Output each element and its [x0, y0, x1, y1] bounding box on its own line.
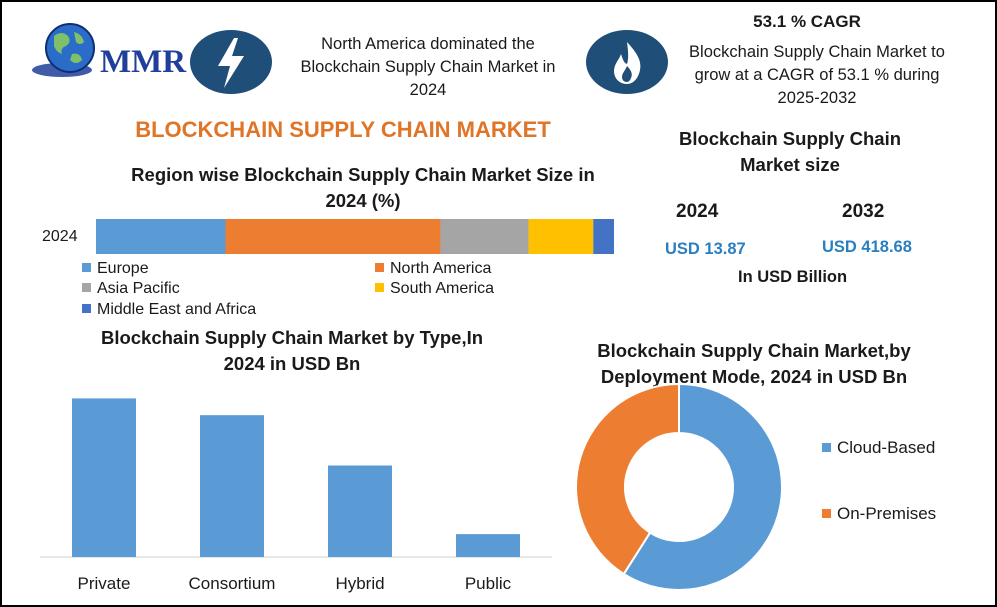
lightning-icon: [218, 38, 244, 88]
market-year-2032: 2032: [842, 201, 885, 222]
x-tick-label: Public: [465, 574, 512, 593]
region-stacked-bar: [96, 219, 614, 254]
legend-label: North America: [390, 260, 492, 277]
deployment-chart-title: Blockchain Supply Chain Market,by Deploy…: [597, 340, 911, 387]
globe-logo-icon: [32, 23, 95, 77]
region-dominance-note: North America dominated the Blockchain S…: [300, 35, 556, 99]
lightning-icon-circle: [190, 30, 272, 94]
type-chart-title: Blockchain Supply Chain Market by Type,I…: [100, 327, 484, 374]
type-bar-chart: Private Consortium Hybrid Public: [40, 398, 552, 593]
region-chart-title: Region wise Blockchain Supply Chain Mark…: [131, 164, 595, 211]
legend-mea: Middle East and Africa: [82, 301, 256, 319]
stacked-segment-south-america: [528, 219, 594, 254]
legend-swatch: [82, 263, 91, 272]
donut-slice-cloud-based: [622, 384, 783, 590]
x-tick-label: Hybrid: [335, 574, 384, 593]
stacked-segment-asia-pacific: [440, 219, 529, 254]
legend-north-america: North America: [375, 260, 491, 278]
stacked-segment-europe: [96, 219, 226, 254]
x-tick-label: Consortium: [189, 574, 276, 593]
legend-label: Asia Pacific: [97, 280, 180, 297]
legend-label: Europe: [97, 260, 149, 277]
cagr-title: 53.1 % CAGR: [753, 12, 861, 31]
x-tick-label: Private: [78, 574, 131, 593]
flame-icon-circle: [586, 30, 668, 94]
flame-icon: [614, 42, 641, 84]
stacked-segment-middle-east-and-africa: [593, 219, 614, 254]
legend-swatch: [375, 283, 384, 292]
brand-logo-text: MMR: [100, 44, 187, 80]
legend-label: Cloud-Based: [837, 438, 936, 457]
market-value-2032: USD 418.68: [822, 238, 912, 256]
bar-public: [456, 534, 520, 557]
bar-private: [72, 398, 136, 557]
cagr-note: Blockchain Supply Chain Market to grow a…: [689, 43, 945, 107]
legend-south-america: South America: [375, 280, 494, 298]
region-bar-year-label: 2024: [42, 228, 78, 245]
donut-slice-on-premises: [575, 384, 680, 576]
legend-swatch: [82, 304, 91, 313]
market-year-2024: 2024: [676, 201, 719, 222]
legend-label: Middle East and Africa: [97, 301, 257, 318]
legend-asia-pacific: Asia Pacific: [82, 280, 180, 298]
market-unit-label: In USD Billion: [738, 268, 848, 286]
bar-consortium: [200, 415, 264, 557]
legend-label: On-Premises: [837, 504, 937, 523]
bar-hybrid: [328, 465, 392, 557]
legend-swatch: [82, 283, 91, 292]
market-size-title: Blockchain Supply Chain Market size: [678, 128, 902, 175]
stacked-segment-north-america: [225, 219, 441, 254]
page-title: BLOCKCHAIN SUPPLY CHAIN MARKET: [135, 117, 551, 142]
deployment-donut-chart: [575, 384, 783, 590]
legend-cloud-based: Cloud-Based: [822, 438, 935, 458]
legend-label: South America: [390, 280, 495, 297]
legend-swatch: [375, 263, 384, 272]
market-value-2024: USD 13.87: [665, 240, 746, 258]
legend-europe: Europe: [82, 260, 149, 278]
legend-on-premises: On-Premises: [822, 504, 936, 524]
legend-swatch: [822, 509, 831, 518]
legend-swatch: [822, 443, 831, 452]
